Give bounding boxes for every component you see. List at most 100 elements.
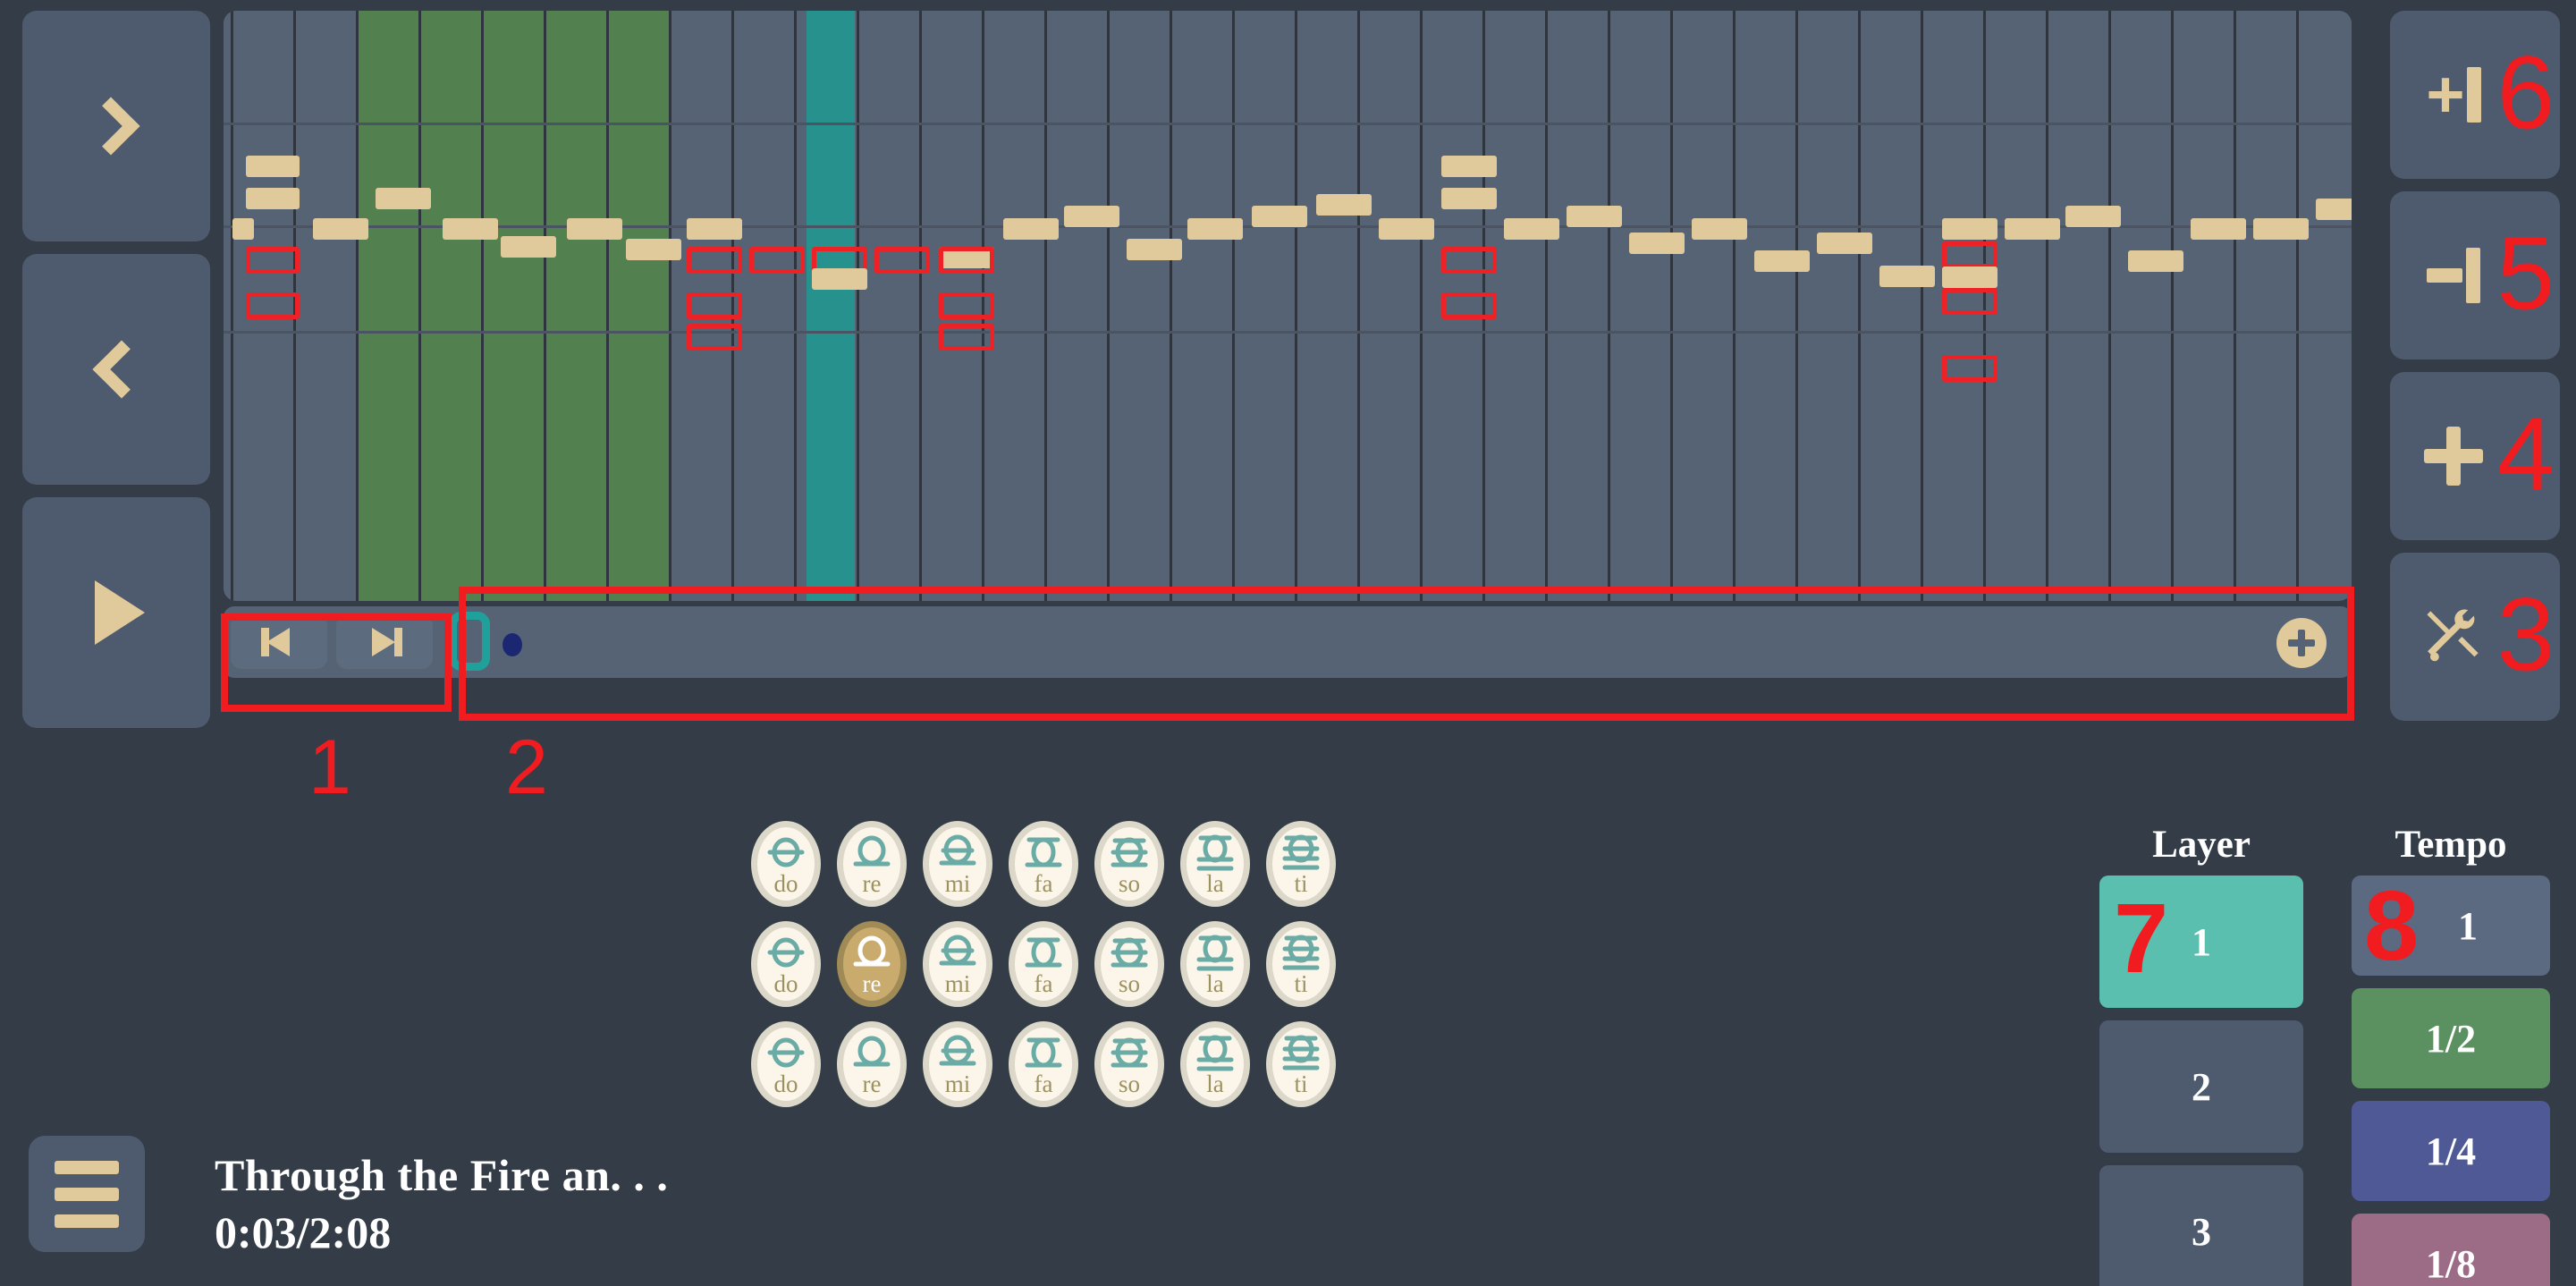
note-block[interactable] [1692, 218, 1747, 240]
tempo-panel-title: Tempo [2394, 824, 2507, 866]
note-ghost[interactable] [939, 247, 994, 274]
note-block[interactable] [1064, 206, 1119, 227]
note-key-do-row1[interactable]: do [751, 821, 821, 907]
skip-back-button[interactable] [231, 615, 327, 669]
note-block[interactable] [1942, 218, 1997, 240]
note-block[interactable] [246, 156, 300, 177]
note-block[interactable] [1441, 156, 1497, 177]
shift-down-octave-button[interactable]: 5 [2390, 191, 2560, 360]
note-ghost[interactable] [749, 247, 805, 274]
note-key-re-row3[interactable]: re [837, 1021, 907, 1107]
tempo-list[interactable]: 1 8 1/2 1/4 1/8 [2352, 876, 2550, 1286]
note-block[interactable] [1316, 194, 1372, 216]
note-keypad[interactable]: do re mi fa so la ti do re mi fa so la ti do re mi fa so la… [751, 821, 1336, 1121]
note-block[interactable] [626, 239, 681, 260]
prev-song-button[interactable] [22, 254, 210, 485]
note-ghost[interactable] [1441, 292, 1497, 319]
note-ghost[interactable] [246, 247, 300, 274]
note-block[interactable] [567, 218, 622, 240]
note-block[interactable] [1629, 233, 1685, 254]
note-key-mi-row3[interactable]: mi [923, 1021, 992, 1107]
tempo-option-1-8[interactable]: 1/8 [2352, 1214, 2550, 1286]
note-block[interactable] [1127, 239, 1182, 260]
note-key-ti-row3[interactable]: ti [1266, 1021, 1336, 1107]
piano-roll-grid[interactable] [224, 11, 2352, 601]
tempo-option-1-4[interactable]: 1/4 [2352, 1101, 2550, 1201]
note-ghost[interactable] [687, 324, 742, 351]
note-block[interactable] [1754, 250, 1810, 272]
note-block[interactable] [376, 188, 431, 209]
note-key-so-row3[interactable]: so [1094, 1021, 1164, 1107]
note-block[interactable] [1942, 267, 1997, 288]
note-block[interactable] [1003, 218, 1059, 240]
note-block[interactable] [1817, 233, 1872, 254]
piano-roll[interactable] [224, 11, 2352, 601]
note-key-la-row2[interactable]: la [1180, 921, 1250, 1007]
note-block[interactable] [687, 218, 742, 240]
note-ghost[interactable] [1942, 241, 1997, 268]
note-ghost[interactable] [687, 292, 742, 319]
note-block[interactable] [246, 188, 300, 209]
add-note-button[interactable]: 4 [2390, 372, 2560, 540]
note-key-re-row1[interactable]: re [837, 821, 907, 907]
note-ghost[interactable] [939, 324, 994, 351]
note-block[interactable] [1879, 266, 1935, 287]
note-block[interactable] [2128, 250, 2183, 272]
note-block[interactable] [2005, 218, 2060, 240]
note-block[interactable] [1504, 218, 1559, 240]
note-key-re-row2[interactable]: re [837, 921, 907, 1007]
note-key-do-row3[interactable]: do [751, 1021, 821, 1107]
note-ghost[interactable] [687, 247, 742, 274]
note-key-la-row3[interactable]: la [1180, 1021, 1250, 1107]
skip-forward-button[interactable] [336, 615, 433, 669]
note-block[interactable] [1379, 218, 1434, 240]
do-note-icon [764, 933, 807, 974]
note-key-mi-row1[interactable]: mi [923, 821, 992, 907]
note-block[interactable] [313, 218, 368, 240]
note-key-la-row1[interactable]: la [1180, 821, 1250, 907]
note-ghost[interactable] [1942, 288, 1997, 315]
play-icon [95, 580, 145, 645]
note-block[interactable] [501, 236, 556, 258]
note-block[interactable] [812, 268, 867, 290]
note-block[interactable] [2065, 206, 2121, 227]
timeline-scrollbar[interactable] [224, 606, 2352, 678]
note-block[interactable] [1441, 188, 1497, 209]
next-song-button[interactable] [22, 11, 210, 241]
playback-time: 0:03/2:08 [215, 1207, 392, 1257]
note-key-so-row1[interactable]: so [1094, 821, 1164, 907]
note-key-fa-row3[interactable]: fa [1009, 1021, 1078, 1107]
note-block[interactable] [2191, 218, 2246, 240]
note-ghost[interactable] [1441, 247, 1497, 274]
note-block[interactable] [1252, 206, 1307, 227]
note-block[interactable] [232, 218, 254, 240]
shift-up-octave-button[interactable]: + 6 [2390, 11, 2560, 179]
note-ghost[interactable] [939, 292, 994, 319]
note-block[interactable] [1567, 206, 1622, 227]
note-ghost[interactable] [246, 292, 300, 319]
add-measure-button[interactable] [2276, 618, 2327, 668]
note-key-ti-row2[interactable]: ti [1266, 921, 1336, 1007]
note-key-do-row2[interactable]: do [751, 921, 821, 1007]
settings-button[interactable]: 3 [2390, 553, 2560, 721]
note-ghost[interactable] [1942, 355, 1997, 382]
note-ghost[interactable] [874, 247, 930, 274]
note-block[interactable] [2253, 218, 2309, 240]
note-key-ti-row1[interactable]: ti [1266, 821, 1336, 907]
note-key-so-row2[interactable]: so [1094, 921, 1164, 1007]
menu-button[interactable] [29, 1136, 145, 1252]
note-key-fa-row1[interactable]: fa [1009, 821, 1078, 907]
tempo-option-1-2[interactable]: 1/2 [2352, 988, 2550, 1088]
note-key-fa-row2[interactable]: fa [1009, 921, 1078, 1007]
play-button[interactable] [22, 497, 210, 728]
note-block[interactable] [443, 218, 498, 240]
note-key-mi-row2[interactable]: mi [923, 921, 992, 1007]
layer-option-3[interactable]: 3 [2099, 1165, 2303, 1286]
scroll-thumb[interactable] [449, 612, 490, 671]
note-block[interactable] [1187, 218, 1243, 240]
note-block[interactable] [2316, 199, 2352, 220]
layer-option-2[interactable]: 2 [2099, 1020, 2303, 1153]
